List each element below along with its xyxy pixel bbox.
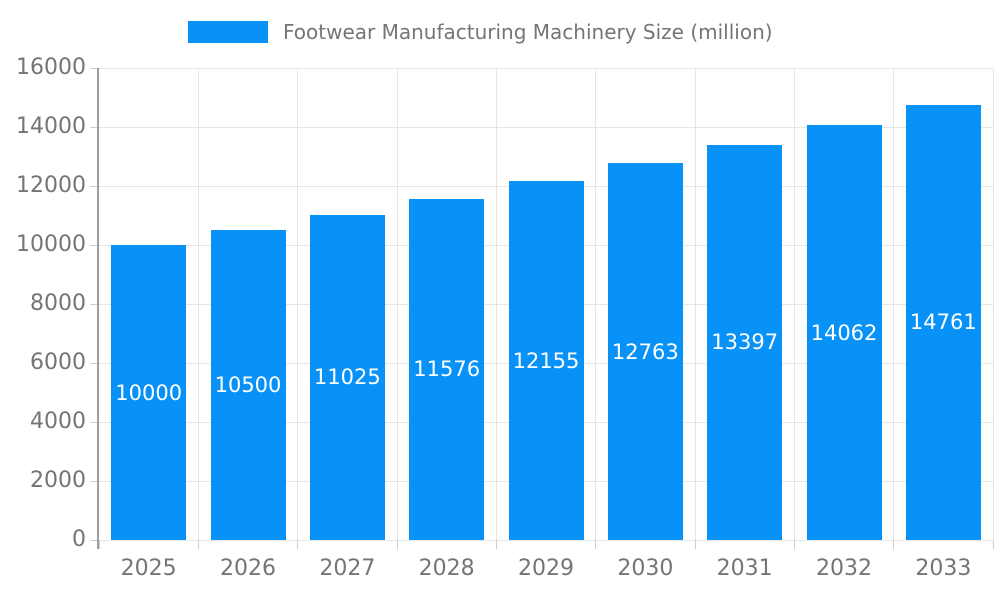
gridline-vertical <box>197 68 199 540</box>
y-tick-label: 4000 <box>30 409 86 434</box>
bar-value-label: 10500 <box>214 373 282 398</box>
bar: 10000 <box>111 245 187 540</box>
x-tick-label: 2031 <box>716 556 773 581</box>
x-tick-mark <box>297 540 299 549</box>
bar: 12763 <box>607 163 683 540</box>
bar: 11025 <box>309 214 385 540</box>
x-tick-mark <box>793 540 795 549</box>
y-tick-mark <box>90 126 99 128</box>
y-tick-label: 12000 <box>16 173 86 198</box>
x-tick-label: 2029 <box>518 556 574 581</box>
x-tick-mark <box>98 540 100 549</box>
x-tick-mark <box>992 540 994 549</box>
y-tick-label: 14000 <box>16 114 86 139</box>
x-tick-mark <box>694 540 696 549</box>
x-tick-label: 2028 <box>418 556 475 581</box>
x-tick-label: 2026 <box>220 556 276 581</box>
x-tick-label: 2030 <box>617 556 674 581</box>
x-tick-mark <box>595 540 597 549</box>
y-tick-mark <box>90 539 99 541</box>
y-tick-label: 0 <box>72 527 86 552</box>
bar-value-label: 13397 <box>711 330 779 355</box>
gridline-vertical <box>396 68 398 540</box>
y-tick-mark <box>90 303 99 305</box>
gridline-horizontal <box>99 126 993 128</box>
x-tick-label: 2025 <box>120 556 177 581</box>
x-tick-mark <box>197 540 199 549</box>
gridline-vertical <box>297 68 299 540</box>
x-tick-mark <box>893 540 895 549</box>
bar: 13397 <box>707 144 783 540</box>
gridline-vertical <box>793 68 795 540</box>
gridline-vertical <box>495 68 497 540</box>
y-tick-label: 8000 <box>30 291 86 316</box>
bar: 10500 <box>210 230 286 540</box>
y-axis-line <box>97 68 99 549</box>
bar: 14761 <box>905 104 981 540</box>
x-tick-mark <box>495 540 497 549</box>
y-tick-mark <box>90 67 99 69</box>
bar-value-label: 11576 <box>413 357 481 382</box>
bar: 11576 <box>409 198 485 540</box>
x-tick-label: 2033 <box>915 556 972 581</box>
bar: 14062 <box>806 125 882 540</box>
bar-value-label: 12155 <box>512 348 580 373</box>
legend-swatch <box>188 21 268 43</box>
gridline-horizontal <box>99 67 993 69</box>
gridline-horizontal <box>99 539 993 541</box>
y-tick-label: 10000 <box>16 232 86 257</box>
x-tick-label: 2027 <box>319 556 376 581</box>
y-tick-label: 6000 <box>30 350 86 375</box>
bar-value-label: 12763 <box>611 339 679 364</box>
bar-value-label: 14761 <box>909 310 977 335</box>
gridline-vertical <box>893 68 895 540</box>
gridline-vertical <box>694 68 696 540</box>
gridline-vertical <box>992 68 994 540</box>
bar-value-label: 10000 <box>115 380 183 405</box>
y-tick-mark <box>90 362 99 364</box>
bar: 12155 <box>508 181 584 540</box>
x-tick-mark <box>396 540 398 549</box>
x-tick-label: 2032 <box>816 556 872 581</box>
bar-value-label: 11025 <box>313 365 381 390</box>
y-tick-mark <box>90 421 99 423</box>
gridline-vertical <box>595 68 597 540</box>
legend-label: Footwear Manufacturing Machinery Size (m… <box>283 20 773 44</box>
y-tick-label: 16000 <box>16 55 86 80</box>
y-tick-mark <box>90 480 99 482</box>
y-tick-mark <box>90 185 99 187</box>
bar-value-label: 14062 <box>810 320 878 345</box>
y-tick-mark <box>90 244 99 246</box>
y-tick-label: 2000 <box>30 468 86 493</box>
